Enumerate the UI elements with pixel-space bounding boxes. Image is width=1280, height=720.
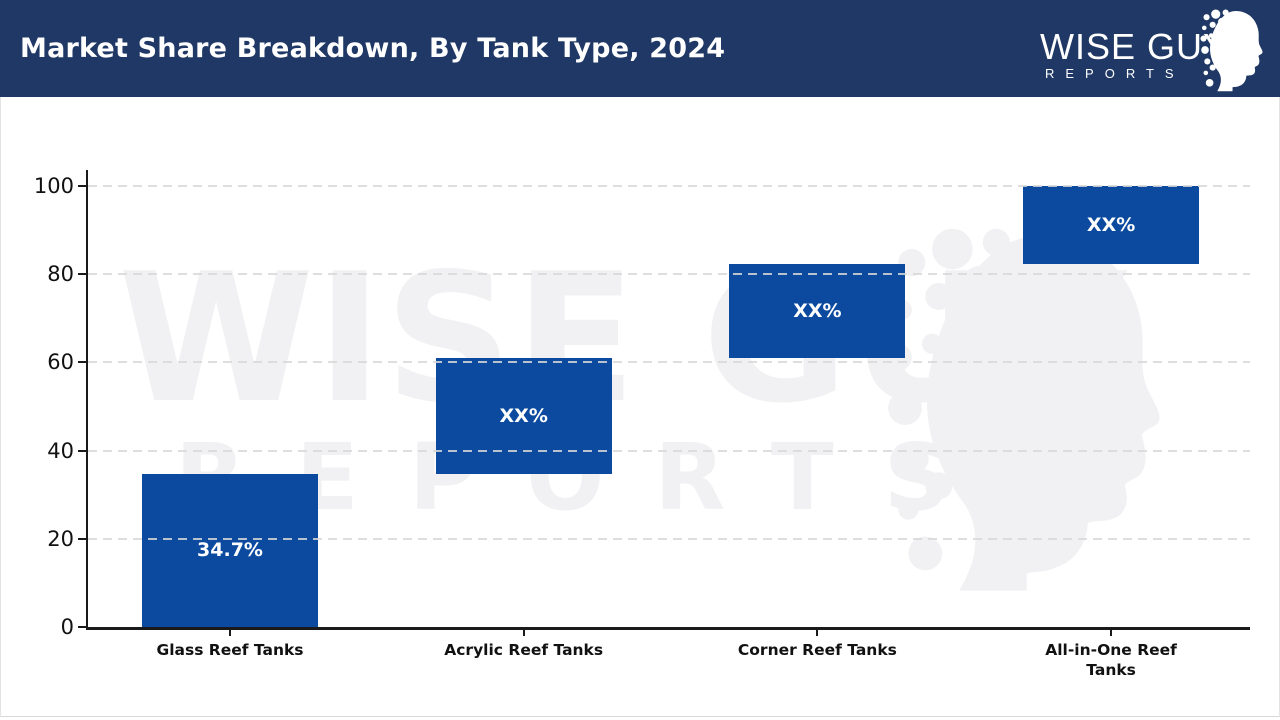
bar-segment bbox=[1023, 186, 1200, 265]
bar-segment bbox=[435, 357, 612, 474]
category-label: Glass Reef Tanks bbox=[156, 641, 304, 659]
bar-segment bbox=[142, 473, 318, 627]
category-label: Acrylic Reef Tanks bbox=[444, 641, 604, 659]
gridline bbox=[88, 185, 1250, 187]
x-axis-line bbox=[86, 627, 1250, 630]
x-tick-mark bbox=[229, 627, 231, 636]
x-tick-mark bbox=[1110, 627, 1113, 636]
dotted-face-icon bbox=[1200, 9, 1263, 92]
category-label: Corner Reef Tanks bbox=[737, 641, 897, 659]
y-tick-label: 60 bbox=[47, 350, 74, 375]
chart-title: Market Share Breakdown, By Tank Type, 20… bbox=[20, 33, 726, 64]
x-tick-mark bbox=[816, 627, 819, 636]
figure-bottom-border bbox=[0, 716, 1280, 717]
header-band: Market Share Breakdown, By Tank Type, 20… bbox=[0, 0, 1280, 97]
y-tick-mark bbox=[78, 361, 86, 364]
bar-segment bbox=[729, 264, 906, 358]
category-label: All-in-One Reef Tanks bbox=[1045, 641, 1177, 680]
y-tick-label: 100 bbox=[33, 174, 74, 198]
y-tick-mark bbox=[78, 185, 86, 187]
watermark-face-icon bbox=[855, 222, 1185, 594]
bar-value-label: XX% bbox=[1086, 214, 1136, 237]
y-axis-line bbox=[86, 170, 88, 627]
y-tick-label: 40 bbox=[47, 438, 74, 463]
gridline bbox=[88, 273, 1250, 276]
y-tick-mark bbox=[78, 626, 86, 628]
gridline bbox=[88, 361, 1250, 364]
logo-wordmark: WISE GUY bbox=[1040, 26, 1229, 67]
gridline bbox=[88, 537, 1250, 540]
logo-subtitle: REPORTS bbox=[1045, 66, 1185, 81]
figure-left-border bbox=[0, 97, 1, 717]
gridline bbox=[88, 449, 1250, 452]
x-tick-mark bbox=[522, 627, 525, 636]
y-tick-label: 80 bbox=[47, 262, 74, 287]
y-tick-mark bbox=[78, 449, 86, 452]
wise-guy-reports-logo: WISE GUY REPORTS bbox=[1012, 6, 1263, 94]
bar-value-label: 34.7% bbox=[197, 539, 263, 562]
y-tick-label: 20 bbox=[47, 526, 74, 551]
bar-value-label: XX% bbox=[499, 404, 548, 427]
y-tick-mark bbox=[78, 537, 86, 540]
y-tick-mark bbox=[78, 273, 86, 276]
y-tick-label: 0 bbox=[60, 615, 74, 639]
bar-value-label: XX% bbox=[793, 300, 842, 323]
